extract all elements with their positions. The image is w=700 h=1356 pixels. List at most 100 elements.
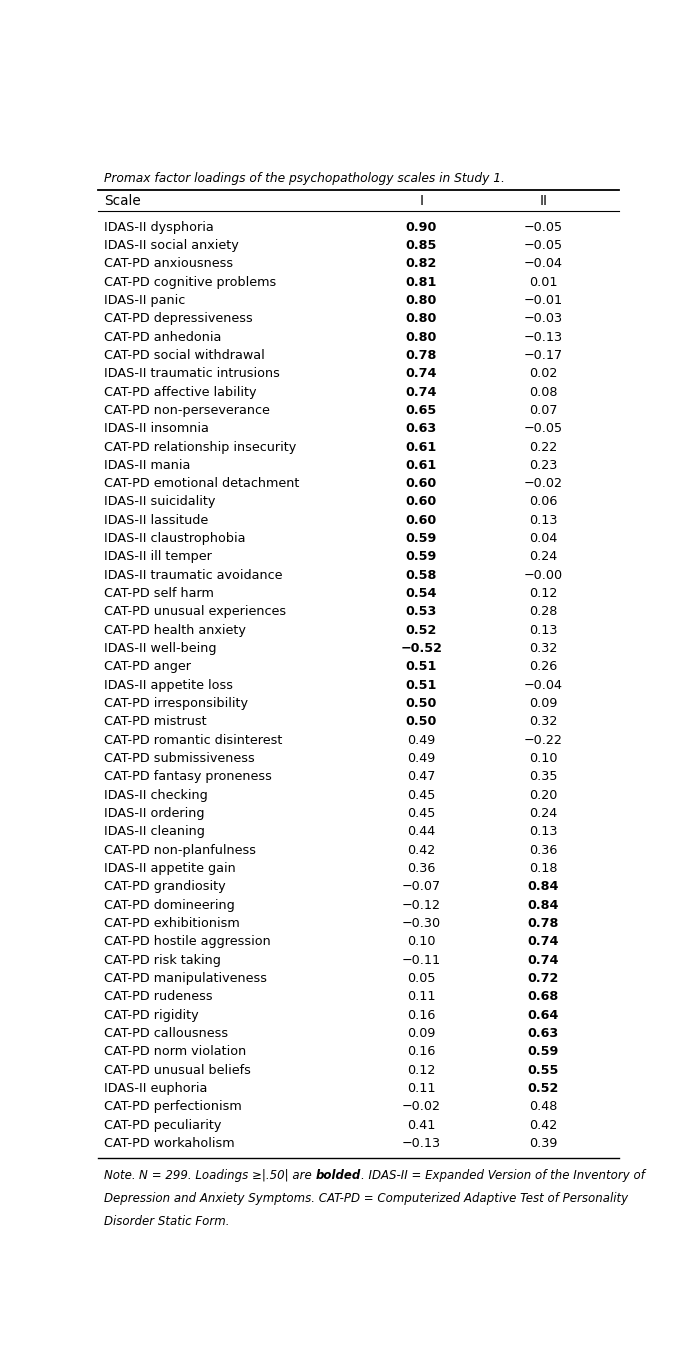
Text: CAT-PD hostile aggression: CAT-PD hostile aggression bbox=[104, 936, 270, 948]
Text: CAT-PD anhedonia: CAT-PD anhedonia bbox=[104, 331, 221, 343]
Text: Disorder Static Form.: Disorder Static Form. bbox=[104, 1215, 230, 1227]
Text: 0.32: 0.32 bbox=[529, 716, 557, 728]
Text: CAT-PD norm violation: CAT-PD norm violation bbox=[104, 1045, 246, 1058]
Text: 0.80: 0.80 bbox=[405, 331, 437, 343]
Text: 0.78: 0.78 bbox=[528, 917, 559, 930]
Text: 0.50: 0.50 bbox=[405, 697, 437, 711]
Text: −0.02: −0.02 bbox=[402, 1100, 440, 1113]
Text: . IDAS-II = Expanded Version of the Inventory of: . IDAS-II = Expanded Version of the Inve… bbox=[360, 1169, 645, 1181]
Text: 0.59: 0.59 bbox=[405, 551, 437, 564]
Text: 0.72: 0.72 bbox=[528, 972, 559, 984]
Text: 0.05: 0.05 bbox=[407, 972, 435, 984]
Text: CAT-PD non-perseverance: CAT-PD non-perseverance bbox=[104, 404, 270, 416]
Text: 0.13: 0.13 bbox=[529, 624, 557, 637]
Text: 0.84: 0.84 bbox=[528, 880, 559, 894]
Text: 0.13: 0.13 bbox=[529, 514, 557, 526]
Text: CAT-PD grandiosity: CAT-PD grandiosity bbox=[104, 880, 225, 894]
Text: 0.07: 0.07 bbox=[529, 404, 557, 416]
Text: −0.04: −0.04 bbox=[524, 258, 563, 270]
Text: 0.04: 0.04 bbox=[529, 532, 557, 545]
Text: CAT-PD peculiarity: CAT-PD peculiarity bbox=[104, 1119, 221, 1131]
Text: 0.68: 0.68 bbox=[528, 990, 559, 1003]
Text: 0.60: 0.60 bbox=[405, 495, 437, 508]
Text: −0.52: −0.52 bbox=[400, 643, 442, 655]
Text: −0.07: −0.07 bbox=[402, 880, 441, 894]
Text: 0.26: 0.26 bbox=[529, 660, 557, 674]
Text: 0.78: 0.78 bbox=[405, 348, 437, 362]
Text: CAT-PD social withdrawal: CAT-PD social withdrawal bbox=[104, 348, 265, 362]
Text: 0.51: 0.51 bbox=[405, 660, 437, 674]
Text: IDAS-II traumatic intrusions: IDAS-II traumatic intrusions bbox=[104, 367, 279, 380]
Text: −0.12: −0.12 bbox=[402, 899, 440, 911]
Text: CAT-PD domineering: CAT-PD domineering bbox=[104, 899, 234, 911]
Text: 0.49: 0.49 bbox=[407, 753, 435, 765]
Text: 0.61: 0.61 bbox=[405, 441, 437, 453]
Text: −0.02: −0.02 bbox=[524, 477, 563, 490]
Text: IDAS-II appetite gain: IDAS-II appetite gain bbox=[104, 862, 235, 875]
Text: IDAS-II appetite loss: IDAS-II appetite loss bbox=[104, 679, 233, 692]
Text: 0.24: 0.24 bbox=[529, 807, 557, 820]
Text: IDAS-II social anxiety: IDAS-II social anxiety bbox=[104, 239, 239, 252]
Text: CAT-PD non-planfulness: CAT-PD non-planfulness bbox=[104, 843, 256, 857]
Text: IDAS-II ill temper: IDAS-II ill temper bbox=[104, 551, 211, 564]
Text: −0.11: −0.11 bbox=[402, 953, 441, 967]
Text: 0.24: 0.24 bbox=[529, 551, 557, 564]
Text: CAT-PD health anxiety: CAT-PD health anxiety bbox=[104, 624, 246, 637]
Text: 0.06: 0.06 bbox=[529, 495, 557, 508]
Text: 0.32: 0.32 bbox=[529, 643, 557, 655]
Text: 0.41: 0.41 bbox=[407, 1119, 435, 1131]
Text: 0.22: 0.22 bbox=[529, 441, 557, 453]
Text: CAT-PD irresponsibility: CAT-PD irresponsibility bbox=[104, 697, 248, 711]
Text: II: II bbox=[539, 194, 547, 207]
Text: IDAS-II suicidality: IDAS-II suicidality bbox=[104, 495, 215, 508]
Text: 0.85: 0.85 bbox=[405, 239, 437, 252]
Text: 0.42: 0.42 bbox=[407, 843, 435, 857]
Text: CAT-PD anger: CAT-PD anger bbox=[104, 660, 191, 674]
Text: 0.48: 0.48 bbox=[529, 1100, 557, 1113]
Text: CAT-PD depressiveness: CAT-PD depressiveness bbox=[104, 312, 253, 325]
Text: 0.65: 0.65 bbox=[405, 404, 437, 416]
Text: IDAS-II claustrophobia: IDAS-II claustrophobia bbox=[104, 532, 245, 545]
Text: = 299. Loadings ≥|.50| are: = 299. Loadings ≥|.50| are bbox=[148, 1169, 316, 1181]
Text: 0.35: 0.35 bbox=[529, 770, 557, 784]
Text: 0.55: 0.55 bbox=[528, 1063, 559, 1077]
Text: 0.90: 0.90 bbox=[405, 221, 437, 233]
Text: 0.44: 0.44 bbox=[407, 826, 435, 838]
Text: −0.00: −0.00 bbox=[524, 568, 563, 582]
Text: 0.09: 0.09 bbox=[529, 697, 557, 711]
Text: IDAS-II checking: IDAS-II checking bbox=[104, 789, 207, 801]
Text: 0.52: 0.52 bbox=[528, 1082, 559, 1094]
Text: CAT-PD risk taking: CAT-PD risk taking bbox=[104, 953, 220, 967]
Text: IDAS-II mania: IDAS-II mania bbox=[104, 458, 190, 472]
Text: 0.45: 0.45 bbox=[407, 807, 435, 820]
Text: CAT-PD relationship insecurity: CAT-PD relationship insecurity bbox=[104, 441, 296, 453]
Text: IDAS-II panic: IDAS-II panic bbox=[104, 294, 185, 306]
Text: CAT-PD callousness: CAT-PD callousness bbox=[104, 1026, 228, 1040]
Text: IDAS-II well-being: IDAS-II well-being bbox=[104, 643, 216, 655]
Text: 0.60: 0.60 bbox=[405, 477, 437, 490]
Text: −0.05: −0.05 bbox=[524, 221, 563, 233]
Text: CAT-PD unusual experiences: CAT-PD unusual experiences bbox=[104, 605, 286, 618]
Text: bolded: bolded bbox=[316, 1169, 360, 1181]
Text: CAT-PD submissiveness: CAT-PD submissiveness bbox=[104, 753, 255, 765]
Text: 0.74: 0.74 bbox=[528, 936, 559, 948]
Text: 0.28: 0.28 bbox=[529, 605, 557, 618]
Text: CAT-PD self harm: CAT-PD self harm bbox=[104, 587, 214, 601]
Text: 0.58: 0.58 bbox=[405, 568, 437, 582]
Text: CAT-PD exhibitionism: CAT-PD exhibitionism bbox=[104, 917, 239, 930]
Text: 0.50: 0.50 bbox=[405, 716, 437, 728]
Text: I: I bbox=[419, 194, 423, 207]
Text: IDAS-II insomnia: IDAS-II insomnia bbox=[104, 422, 209, 435]
Text: 0.54: 0.54 bbox=[405, 587, 437, 601]
Text: 0.36: 0.36 bbox=[529, 843, 557, 857]
Text: −0.05: −0.05 bbox=[524, 239, 563, 252]
Text: 0.42: 0.42 bbox=[529, 1119, 557, 1131]
Text: CAT-PD anxiousness: CAT-PD anxiousness bbox=[104, 258, 233, 270]
Text: CAT-PD emotional detachment: CAT-PD emotional detachment bbox=[104, 477, 299, 490]
Text: IDAS-II ordering: IDAS-II ordering bbox=[104, 807, 204, 820]
Text: 0.02: 0.02 bbox=[529, 367, 557, 380]
Text: −0.03: −0.03 bbox=[524, 312, 563, 325]
Text: 0.59: 0.59 bbox=[528, 1045, 559, 1058]
Text: 0.20: 0.20 bbox=[529, 789, 557, 801]
Text: 0.10: 0.10 bbox=[529, 753, 557, 765]
